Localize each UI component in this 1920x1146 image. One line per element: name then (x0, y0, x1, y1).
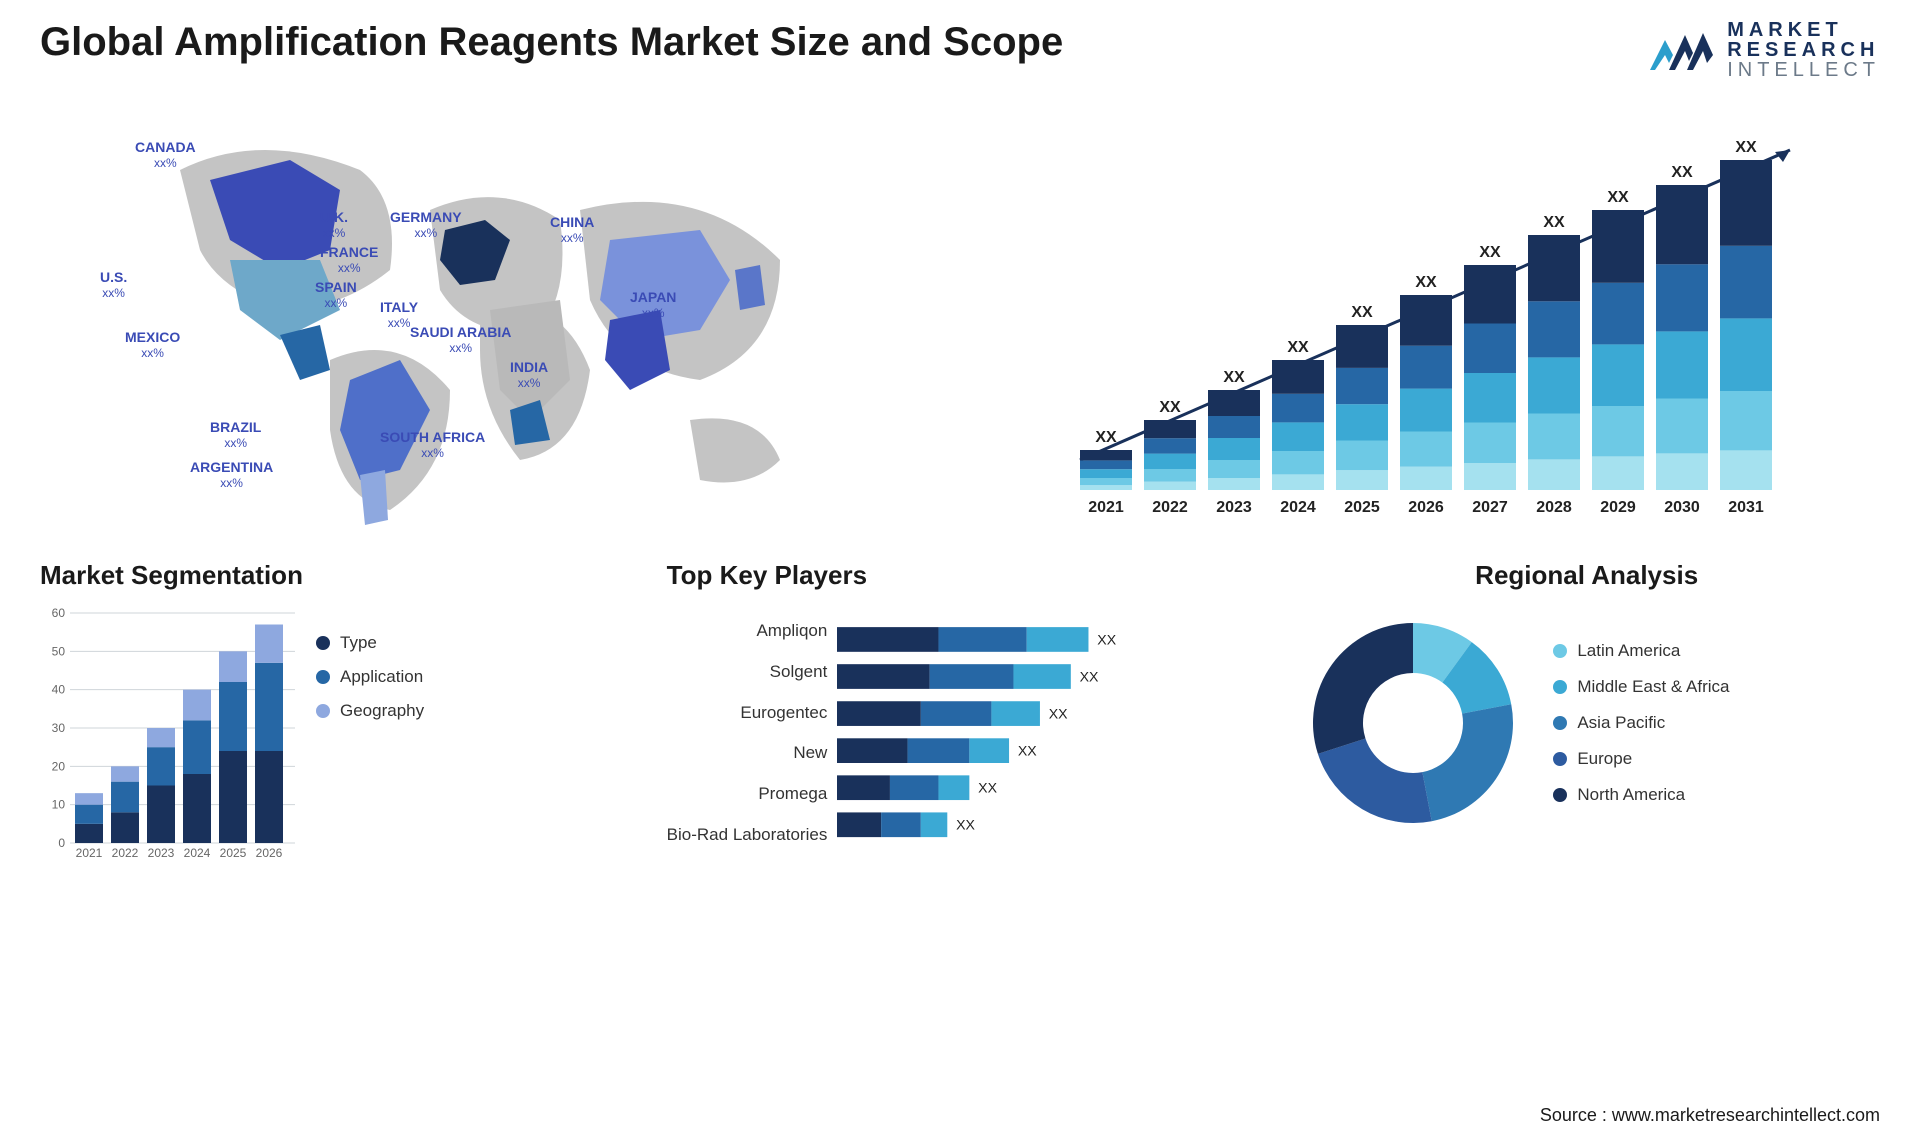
svg-text:XX: XX (1287, 339, 1309, 356)
world-map: CANADAxx% U.S.xx% MEXICOxx% BRAZILxx% ARGENT… (40, 110, 940, 530)
country-label: GERMANYxx% (390, 210, 462, 241)
svg-text:2024: 2024 (1280, 499, 1316, 516)
regional-panel: Regional Analysis Latin America Middle Ea… (1293, 560, 1880, 890)
svg-text:XX: XX (1223, 369, 1245, 386)
country-label: SOUTH AFRICAxx% (380, 430, 485, 461)
svg-text:XX: XX (1095, 429, 1117, 446)
country-label: INDIAxx% (510, 360, 548, 391)
svg-text:XX: XX (1607, 189, 1629, 206)
legend-item: Application (316, 667, 424, 687)
svg-text:50: 50 (52, 644, 66, 658)
logo-line2: RESEARCH (1727, 40, 1880, 60)
legend-item: Geography (316, 701, 424, 721)
country-label: BRAZILxx% (210, 420, 261, 451)
legend-item: Middle East & Africa (1553, 677, 1729, 697)
key-players-chart: XX XX XX XX XX XX (837, 603, 1137, 863)
key-players-title: Top Key Players (667, 560, 1254, 591)
svg-text:2026: 2026 (1408, 499, 1444, 516)
svg-text:XX: XX (1543, 214, 1565, 231)
legend-item: North America (1553, 785, 1729, 805)
svg-text:2021: 2021 (1088, 499, 1124, 516)
svg-text:XX: XX (1479, 244, 1501, 261)
page-title: Global Amplification Reagents Market Siz… (40, 20, 1063, 65)
country-label: SAUDI ARABIAxx% (410, 325, 511, 356)
svg-text:2025: 2025 (220, 846, 247, 860)
svg-text:2028: 2028 (1536, 499, 1572, 516)
svg-text:40: 40 (52, 683, 66, 697)
player-label: New (667, 743, 828, 763)
svg-text:XX: XX (1098, 631, 1117, 647)
source-text: Source : www.marketresearchintellect.com (1540, 1105, 1880, 1126)
svg-text:2022: 2022 (112, 846, 139, 860)
svg-text:2023: 2023 (148, 846, 175, 860)
regional-donut (1293, 603, 1533, 843)
player-label: Ampliqon (667, 621, 828, 641)
regional-title: Regional Analysis (1293, 560, 1880, 591)
svg-text:2021: 2021 (76, 846, 103, 860)
svg-text:XX: XX (1351, 304, 1373, 321)
svg-text:XX: XX (1049, 706, 1068, 722)
svg-text:2026: 2026 (256, 846, 283, 860)
country-label: U.K.xx% (320, 210, 348, 241)
country-label: CHINAxx% (550, 215, 594, 246)
player-label: Solgent (667, 662, 828, 682)
svg-text:30: 30 (52, 721, 66, 735)
country-label: MEXICOxx% (125, 330, 180, 361)
legend-item: Latin America (1553, 641, 1729, 661)
svg-text:XX: XX (979, 780, 998, 796)
logo-icon (1645, 25, 1715, 75)
legend-item: Type (316, 633, 424, 653)
svg-text:20: 20 (52, 759, 66, 773)
segmentation-panel: Market Segmentation 0 10 20 30 40 50 60 2021 202… (40, 560, 627, 890)
logo-line3: INTELLECT (1727, 60, 1880, 80)
svg-text:XX: XX (1080, 668, 1099, 684)
svg-text:2030: 2030 (1664, 499, 1700, 516)
svg-text:2031: 2031 (1728, 499, 1764, 516)
svg-text:60: 60 (52, 606, 66, 620)
legend-item: Europe (1553, 749, 1729, 769)
country-label: FRANCExx% (320, 245, 378, 276)
svg-text:XX: XX (956, 817, 975, 833)
player-label: Promega (667, 784, 828, 804)
regional-legend: Latin America Middle East & Africa Asia Pa… (1553, 641, 1729, 805)
svg-text:2024: 2024 (184, 846, 211, 860)
segmentation-legend: Type Application Geography (316, 603, 424, 721)
country-label: SPAINxx% (315, 280, 357, 311)
country-label: JAPANxx% (630, 290, 676, 321)
svg-text:2025: 2025 (1344, 499, 1380, 516)
segmentation-chart: 0 10 20 30 40 50 60 2021 2022 2023 2024 2025 2026 (40, 603, 300, 863)
key-players-panel: Top Key Players Ampliqon Solgent Eurogente… (667, 560, 1254, 890)
svg-text:XX: XX (1018, 743, 1037, 759)
legend-item: Asia Pacific (1553, 713, 1729, 733)
svg-text:XX: XX (1671, 164, 1693, 181)
svg-text:2022: 2022 (1152, 499, 1188, 516)
svg-text:XX: XX (1415, 274, 1437, 291)
player-label: Bio-Rad Laboratories (667, 825, 828, 845)
svg-text:2023: 2023 (1216, 499, 1252, 516)
svg-text:10: 10 (52, 798, 66, 812)
svg-text:XX: XX (1735, 139, 1757, 156)
svg-text:XX: XX (1159, 399, 1181, 416)
svg-text:2027: 2027 (1472, 499, 1508, 516)
country-label: ARGENTINAxx% (190, 460, 273, 491)
player-label: Eurogentec (667, 703, 828, 723)
segmentation-title: Market Segmentation (40, 560, 627, 591)
country-label: CANADAxx% (135, 140, 196, 171)
svg-text:0: 0 (58, 836, 65, 850)
key-player-labels: Ampliqon Solgent Eurogentec New Promega Bio-R… (667, 603, 828, 863)
forecast-chart: XX 2021 XX 2022 XX 2023 XX 2024 XX 2025 XX 2026 XX 20… (980, 110, 1880, 530)
logo-line1: MARKET (1727, 20, 1880, 40)
brand-logo: MARKET RESEARCH INTELLECT (1645, 20, 1880, 80)
country-label: U.S.xx% (100, 270, 127, 301)
svg-text:2029: 2029 (1600, 499, 1636, 516)
